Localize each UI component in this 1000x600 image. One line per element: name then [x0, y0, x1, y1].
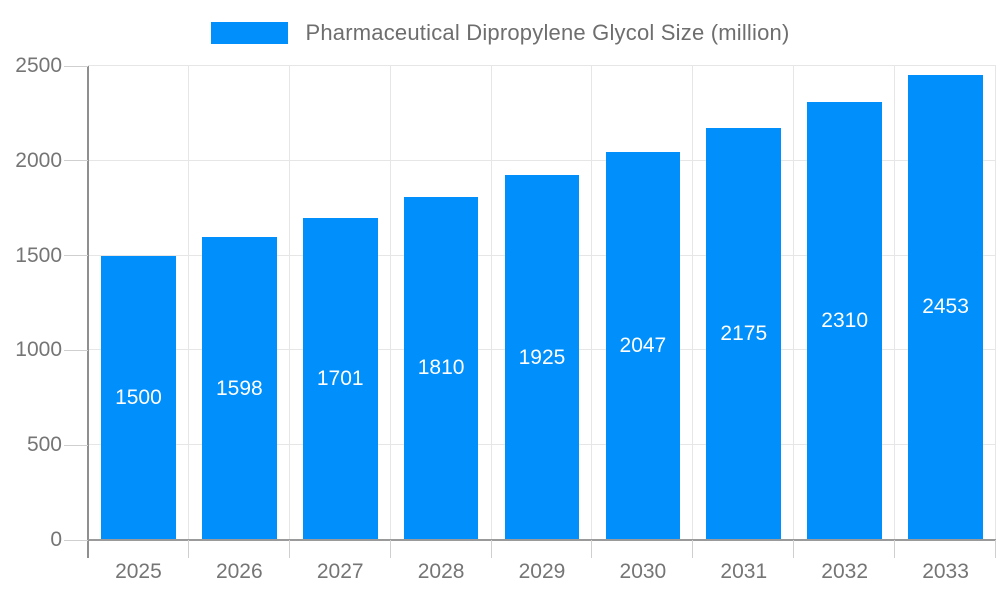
x-axis-tick-label: 2030: [619, 560, 667, 583]
x-tick: [389, 540, 391, 558]
bar-value-label: 1925: [518, 345, 566, 369]
v-gridline: [793, 66, 795, 540]
v-gridline: [995, 66, 996, 540]
h-gridline: [88, 159, 996, 161]
bar-value-label: 2047: [619, 333, 667, 357]
y-axis-line: [87, 66, 89, 558]
y-tick: [64, 349, 88, 351]
x-tick: [894, 540, 896, 558]
bar-value-label: 2175: [720, 321, 768, 345]
y-axis-tick-label: 2500: [15, 54, 62, 77]
legend-item[interactable]: Pharmaceutical Dipropylene Glycol Size (…: [0, 20, 1000, 46]
bar-2033[interactable]: 2453: [908, 74, 983, 540]
x-tick: [793, 540, 795, 558]
x-tick: [288, 540, 290, 558]
bar-value-label: 2310: [821, 309, 869, 333]
v-gridline: [389, 66, 391, 540]
bar-value-label: 1810: [417, 356, 465, 380]
bar-2029[interactable]: 1925: [504, 175, 580, 540]
bar-2025[interactable]: 1500: [101, 255, 176, 540]
bar-2032[interactable]: 2310: [807, 102, 882, 540]
v-gridline: [894, 66, 896, 540]
x-axis-tick-label: 2025: [115, 560, 162, 583]
y-tick: [64, 160, 88, 162]
y-tick: [64, 255, 88, 257]
x-axis-tick-label: 2029: [518, 560, 566, 583]
x-axis-tick-label: 2033: [922, 560, 969, 583]
bar-2026[interactable]: 1598: [202, 237, 277, 540]
x-tick: [87, 540, 89, 558]
x-axis-tick-label: 2027: [316, 560, 364, 583]
x-tick: [692, 540, 694, 558]
v-gridline: [288, 66, 290, 540]
legend-label: Pharmaceutical Dipropylene Glycol Size (…: [305, 20, 790, 45]
x-axis-line: [88, 539, 996, 541]
x-tick: [187, 540, 189, 558]
x-tick: [591, 540, 593, 558]
bar-value-label: 2453: [922, 295, 969, 319]
bar-2030[interactable]: 2047: [605, 151, 681, 540]
y-axis-tick-label: 2000: [15, 148, 62, 172]
v-gridline: [591, 66, 593, 540]
x-tick: [995, 540, 996, 558]
legend-swatch: [210, 22, 288, 44]
y-axis-tick-label: 500: [26, 433, 62, 457]
bar-2027[interactable]: 1701: [302, 217, 378, 540]
y-axis-tick-label: 1500: [15, 243, 62, 267]
bar-value-label: 1701: [316, 366, 364, 390]
x-axis-tick-label: 2026: [215, 560, 263, 583]
x-axis-tick-label: 2028: [417, 560, 465, 583]
plot-area: 1500 1598 1701 1810 1925 2047 2175 2310 2453: [88, 65, 996, 540]
y-tick: [64, 444, 88, 446]
y-axis-tick-label: 1000: [15, 338, 62, 362]
v-gridline: [490, 66, 492, 540]
bar-value-label: 1500: [115, 385, 162, 409]
bar-2031[interactable]: 2175: [706, 127, 782, 540]
bar-value-label: 1598: [215, 376, 263, 400]
x-axis-tick-label: 2031: [720, 560, 768, 583]
y-tick: [64, 539, 88, 541]
x-axis-tick-label: 2032: [821, 560, 869, 583]
bar-2028[interactable]: 1810: [403, 196, 479, 540]
v-gridline: [187, 66, 189, 540]
y-tick: [64, 65, 88, 67]
x-tick: [490, 540, 492, 558]
h-gridline: [88, 65, 996, 66]
v-gridline: [692, 66, 694, 540]
y-axis-tick-label: 0: [50, 528, 62, 551]
